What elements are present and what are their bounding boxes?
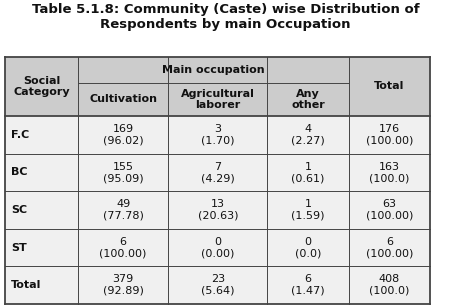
Bar bbox=[168, 191, 267, 229]
Bar bbox=[78, 191, 168, 229]
Bar bbox=[78, 229, 168, 266]
Bar bbox=[78, 83, 168, 116]
Text: 3
(1.70): 3 (1.70) bbox=[201, 124, 235, 146]
Text: 408
(100.0): 408 (100.0) bbox=[369, 274, 410, 296]
Text: 63
(100.00): 63 (100.00) bbox=[366, 199, 413, 221]
Bar bbox=[349, 116, 430, 154]
Bar bbox=[5, 154, 78, 191]
Text: 0
(0.0): 0 (0.0) bbox=[295, 237, 321, 258]
Text: 155
(95.09): 155 (95.09) bbox=[103, 162, 143, 183]
Text: Total: Total bbox=[374, 81, 405, 91]
Text: F.C: F.C bbox=[11, 130, 29, 140]
Bar bbox=[349, 83, 430, 116]
Bar bbox=[349, 266, 430, 304]
Text: 1
(0.61): 1 (0.61) bbox=[291, 162, 325, 183]
Text: 176
(100.00): 176 (100.00) bbox=[366, 124, 413, 146]
Text: 49
(77.78): 49 (77.78) bbox=[103, 199, 143, 221]
Text: 1
(1.59): 1 (1.59) bbox=[291, 199, 325, 221]
Text: Social
Category: Social Category bbox=[14, 76, 70, 97]
Bar bbox=[168, 83, 267, 116]
Bar bbox=[168, 154, 267, 191]
Text: Agricultural
laborer: Agricultural laborer bbox=[181, 89, 255, 110]
Bar bbox=[267, 229, 349, 266]
Bar bbox=[5, 191, 78, 229]
Bar bbox=[267, 266, 349, 304]
Bar bbox=[349, 154, 430, 191]
Bar bbox=[5, 116, 78, 154]
Bar bbox=[5, 83, 78, 116]
Text: Total: Total bbox=[11, 280, 41, 290]
Text: 23
(5.64): 23 (5.64) bbox=[201, 274, 235, 296]
Text: 379
(92.89): 379 (92.89) bbox=[103, 274, 143, 296]
Bar bbox=[168, 266, 267, 304]
Bar bbox=[78, 57, 349, 83]
Bar bbox=[5, 266, 78, 304]
Text: BC: BC bbox=[11, 167, 28, 177]
Text: 163
(100.0): 163 (100.0) bbox=[369, 162, 410, 183]
Text: ST: ST bbox=[11, 243, 27, 253]
Bar bbox=[267, 83, 349, 116]
Text: 6
(100.00): 6 (100.00) bbox=[366, 237, 413, 258]
Bar bbox=[349, 229, 430, 266]
Text: 13
(20.63): 13 (20.63) bbox=[198, 199, 238, 221]
Text: Main occupation: Main occupation bbox=[162, 65, 265, 75]
Bar bbox=[349, 57, 430, 83]
Text: 6
(1.47): 6 (1.47) bbox=[291, 274, 325, 296]
Text: Table 5.1.8: Community (Caste) wise Distribution of
Respondents by main Occupati: Table 5.1.8: Community (Caste) wise Dist… bbox=[32, 3, 419, 31]
Bar bbox=[78, 266, 168, 304]
Text: SC: SC bbox=[11, 205, 27, 215]
Bar bbox=[349, 191, 430, 229]
Bar bbox=[5, 57, 78, 83]
Bar bbox=[78, 154, 168, 191]
Text: Cultivation: Cultivation bbox=[89, 95, 157, 104]
Text: Any
other: Any other bbox=[291, 89, 325, 110]
Bar bbox=[5, 229, 78, 266]
Bar bbox=[78, 116, 168, 154]
Bar bbox=[267, 154, 349, 191]
Text: 6
(100.00): 6 (100.00) bbox=[100, 237, 147, 258]
Text: 4
(2.27): 4 (2.27) bbox=[291, 124, 325, 146]
Text: 0
(0.00): 0 (0.00) bbox=[201, 237, 235, 258]
Text: 169
(96.02): 169 (96.02) bbox=[103, 124, 143, 146]
Bar bbox=[168, 229, 267, 266]
Text: 7
(4.29): 7 (4.29) bbox=[201, 162, 235, 183]
Bar bbox=[267, 116, 349, 154]
Bar bbox=[267, 191, 349, 229]
Bar bbox=[168, 116, 267, 154]
